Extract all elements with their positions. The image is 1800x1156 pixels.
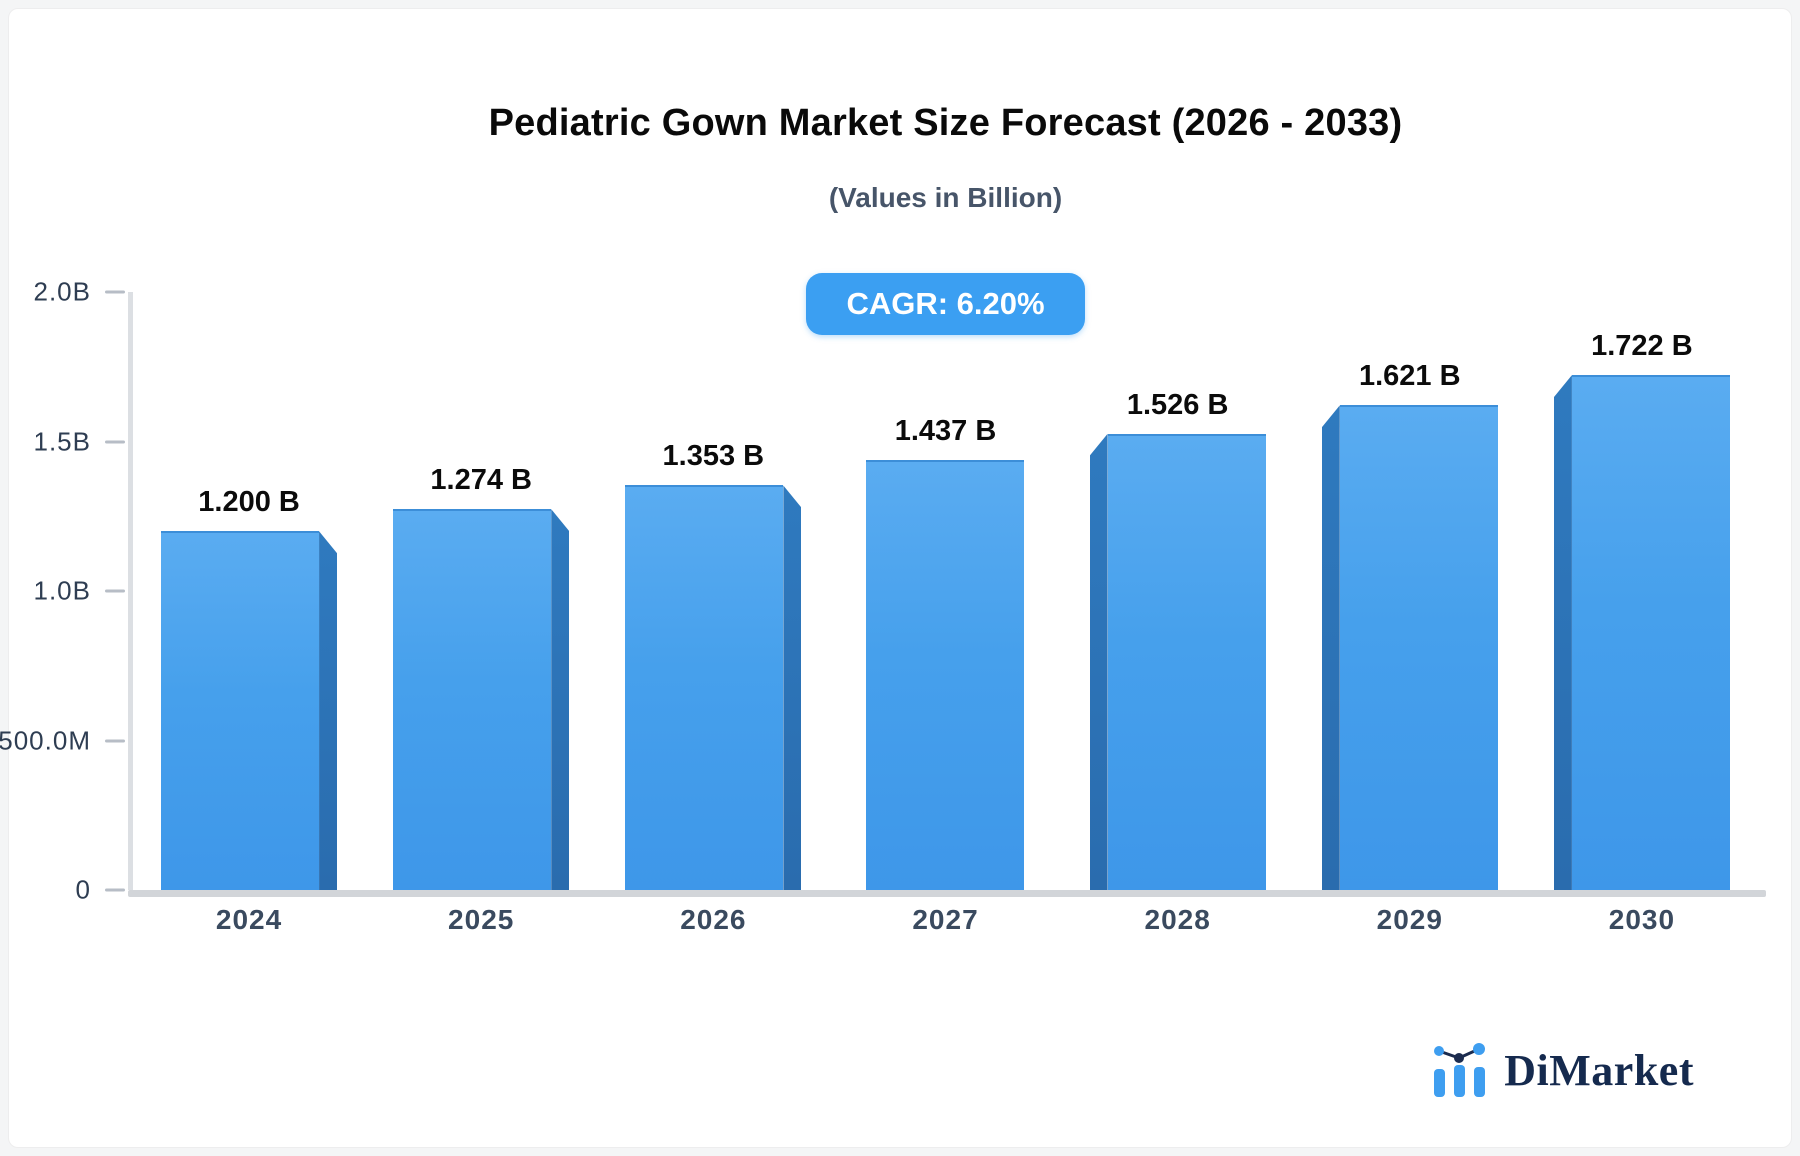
- bar-3d: 1.526 B: [1089, 292, 1266, 890]
- bar: [866, 460, 1025, 890]
- bar: [1571, 375, 1730, 890]
- tick-mark: [105, 589, 125, 593]
- y-axis-tick: 1.5B: [33, 426, 125, 457]
- bar-column: 1.353 B: [597, 292, 829, 890]
- y-tick-label: 1.5B: [33, 426, 91, 456]
- y-axis-tick: 0: [76, 875, 125, 906]
- x-tick-label: 2030: [1608, 904, 1676, 935]
- bar-column: 1.274 B: [365, 292, 597, 890]
- x-axis: 2024 2025 2026 2027 2028 2029 2030: [133, 898, 1758, 958]
- x-tick-label: 2027: [912, 904, 979, 935]
- bar-chart-logo-icon: [1434, 1043, 1486, 1097]
- bar-3d-side: [319, 531, 338, 890]
- chart-card: Pediatric Gown Market Size Forecast (202…: [0, 8, 1792, 1148]
- y-tick-label: 2.0B: [33, 276, 91, 307]
- bar-3d-side: [1553, 375, 1572, 890]
- tick-mark: [105, 440, 125, 443]
- cagr-badge: CAGR: 6.20%: [806, 273, 1085, 335]
- chart-title: Pediatric Gown Market Size Forecast (202…: [488, 102, 1403, 144]
- y-axis-line: [128, 292, 133, 890]
- brand-name: DiMarket: [1504, 1045, 1694, 1095]
- x-tick-label: 2025: [448, 904, 515, 935]
- y-tick-label: 0: [75, 874, 91, 905]
- bar-3d: 1.722 B: [1553, 292, 1730, 890]
- x-tick-label: 2026: [680, 904, 747, 935]
- bar-column: 1.526 B: [1062, 292, 1294, 890]
- plot-area: 1.200 B 1.274 B 1.353 B 1.437 B 1.526 B 1.621…: [128, 292, 1766, 897]
- chart-header: Pediatric Gown Market Size Forecast (202…: [133, 101, 1758, 335]
- x-tick-label: 2029: [1376, 904, 1443, 935]
- tick-mark: [105, 290, 125, 294]
- bar: [393, 509, 552, 890]
- x-tick-label: 2028: [1144, 904, 1211, 935]
- tick-mark: [105, 888, 125, 892]
- bar-3d: 1.353 B: [625, 292, 802, 890]
- x-tick-label: 2024: [215, 904, 283, 935]
- bar-value-label: 1.526 B: [1126, 388, 1229, 421]
- bar-value-label: 1.722 B: [1591, 330, 1693, 363]
- bar: [1107, 433, 1266, 890]
- bar-3d: 1.274 B: [393, 292, 570, 890]
- y-axis-tick: 2.0B: [33, 276, 125, 308]
- bar-value-label: 1.274 B: [430, 464, 532, 497]
- y-tick-label: 500.0M: [0, 725, 91, 755]
- bar-3d: 1.621 B: [1321, 292, 1498, 890]
- bar-3d-side: [1321, 405, 1340, 890]
- y-axis-tick: 1.0B: [33, 575, 125, 607]
- bar-column: 1.722 B: [1526, 292, 1758, 890]
- chart-area: 0 500.0M 1.0B 1.5B 2.0B 1.200 B 1.274 B 1.353 …: [0, 277, 1766, 992]
- y-axis: 0 500.0M 1.0B 1.5B 2.0B: [0, 277, 133, 905]
- tick-mark: [105, 739, 125, 742]
- bar-value-label: 1.437 B: [894, 415, 997, 448]
- y-axis-tick: 500.0M: [0, 725, 125, 756]
- bar: [625, 485, 784, 890]
- bar-value-label: 1.353 B: [662, 440, 765, 473]
- bar-value-label: 1.200 B: [198, 486, 300, 519]
- bar-column: 1.437 B: [829, 292, 1061, 890]
- y-tick-label: 1.0B: [33, 575, 91, 606]
- bar: [1339, 405, 1498, 890]
- bar-3d-side: [783, 485, 802, 890]
- bar-column: 1.621 B: [1294, 292, 1526, 890]
- bar: [161, 531, 320, 890]
- chart-subtitle: (Values in Billion): [828, 182, 1063, 213]
- brand-logo: DiMarket: [1428, 1041, 1694, 1099]
- x-axis-line: [128, 890, 1766, 897]
- bar-value-label: 1.621 B: [1358, 360, 1461, 393]
- bar-column: 1.200 B: [133, 292, 365, 890]
- bar-3d-side: [1089, 433, 1108, 890]
- bar-3d-side: [551, 509, 570, 890]
- bar-3d: 1.200 B: [161, 292, 338, 890]
- bar-3d: 1.437 B: [866, 292, 1025, 890]
